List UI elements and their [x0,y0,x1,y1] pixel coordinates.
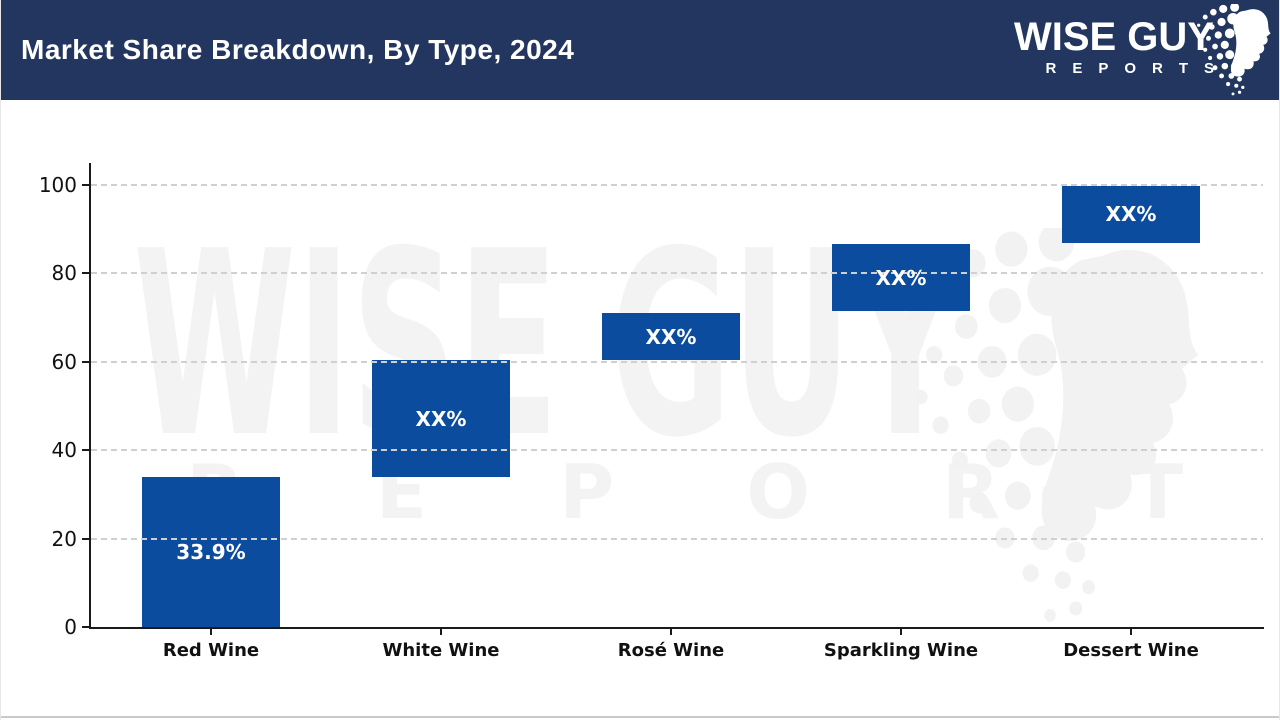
x-tick-label-dessert-wine: Dessert Wine [1063,640,1199,661]
x-tick-label-sparkling-wine: Sparkling Wine [823,640,979,661]
x-tick-sparkling-wine [900,629,902,635]
gridline-60 [91,360,1263,363]
x-tick-label-red-wine: Red Wine [162,640,260,661]
x-tick-dessert-wine [1130,629,1132,635]
x-tick-white-wine [440,629,442,635]
y-tick-label-0: 0 [64,615,77,639]
x-axis-line [89,627,1264,629]
y-tick-label-80: 80 [51,261,77,286]
y-tick-20 [82,537,89,540]
x-tick-label-white-wine: White Wine [382,640,500,661]
y-tick-0 [82,626,89,628]
bar-value-label-ros-wine: XX% [645,324,697,349]
x-tick-label-ros-wine: Rosé Wine [617,640,725,661]
y-tick-60 [82,360,89,363]
x-tick-red-wine [210,629,212,635]
y-tick-80 [82,272,89,275]
bar-value-label-dessert-wine: XX% [1105,202,1157,227]
x-tick-ros-wine [670,629,672,635]
bar-white-wine [372,360,510,478]
bar-value-label-sparkling-wine: XX% [875,265,927,290]
bar-dessert-wine [1062,185,1200,243]
gridline-80 [91,272,1263,275]
gridline-20 [91,537,1263,540]
bar-value-label-red-wine: 33.9% [176,540,246,565]
brand-logo: WISE GUY REPORTS [1014,16,1214,78]
waterfall-chart: 0 20 40 60 80 100 33.9% Red Wine XX% White Wine XX… [1,100,1279,720]
y-tick-label-20: 20 [51,526,77,551]
bottom-divider [1,716,1279,718]
y-tick-label-100: 100 [38,173,77,197]
brand-subtitle: REPORTS [1045,60,1230,77]
gridline-40 [91,449,1263,452]
chart-area: WISE GUY R E P O R T S 02040608010033.9%… [1,100,1279,720]
watermark-text-wiseguy: WISE GUY [133,197,959,494]
gridline-100 [91,184,1263,186]
bar-red-wine [142,477,280,627]
dotted-face-profile-icon [1197,4,1271,96]
bar-ros-wine [602,313,740,361]
bar-value-label-white-wine: XX% [415,406,467,431]
report-header: Market Share Breakdown, By Type, 2024 WI… [1,0,1279,100]
brand-name: WISE GUY [1013,15,1214,59]
y-tick-100 [82,184,89,186]
y-tick-40 [82,449,89,452]
page-title: Market Share Breakdown, By Type, 2024 [21,34,575,65]
y-tick-label-60: 60 [51,349,77,374]
y-axis-line [89,163,91,629]
y-tick-label-40: 40 [51,438,77,463]
bar-sparkling-wine [832,243,970,312]
